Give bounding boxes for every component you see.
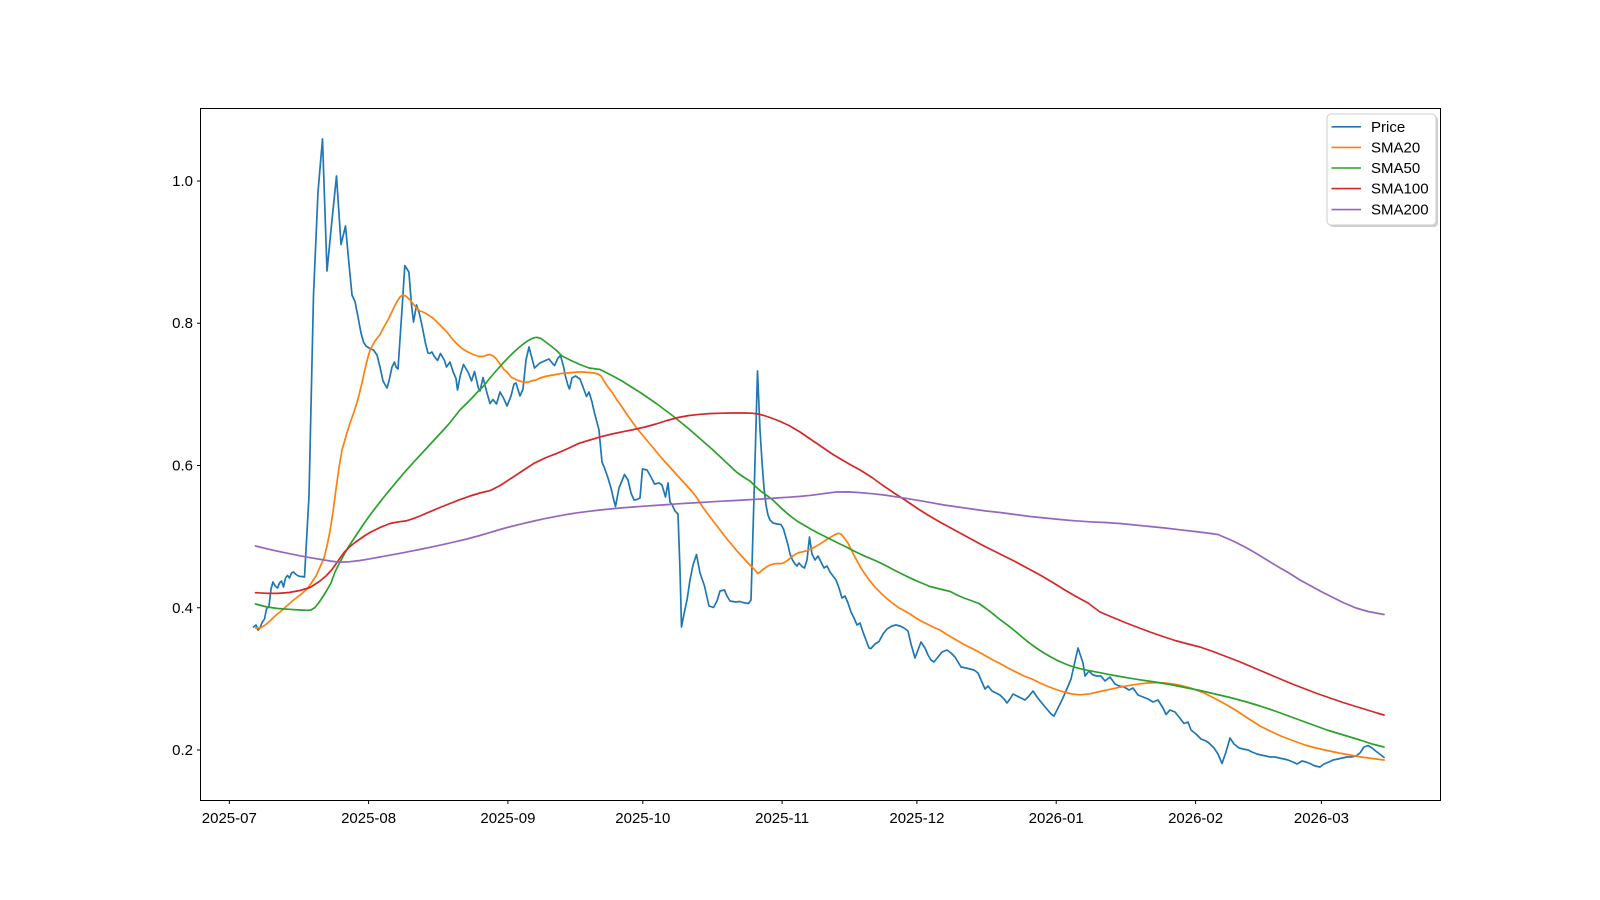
svg-text:2025-07: 2025-07 <box>202 810 257 827</box>
svg-text:Price: Price <box>1371 119 1405 136</box>
svg-text:SMA200: SMA200 <box>1371 202 1429 219</box>
svg-text:2026-03: 2026-03 <box>1294 810 1349 827</box>
svg-text:2026-01: 2026-01 <box>1029 810 1084 827</box>
svg-text:SMA100: SMA100 <box>1371 181 1429 198</box>
svg-text:SMA20: SMA20 <box>1371 139 1420 156</box>
svg-text:1.0: 1.0 <box>172 173 193 190</box>
svg-text:2025-11: 2025-11 <box>755 810 809 827</box>
svg-text:2026-02: 2026-02 <box>1168 810 1223 827</box>
svg-text:2025-08: 2025-08 <box>341 810 396 827</box>
svg-text:0.2: 0.2 <box>172 742 193 759</box>
svg-text:2025-12: 2025-12 <box>889 810 944 827</box>
svg-text:2025-09: 2025-09 <box>480 810 535 827</box>
svg-text:SMA50: SMA50 <box>1371 160 1420 177</box>
svg-text:0.6: 0.6 <box>172 458 193 475</box>
svg-text:2025-10: 2025-10 <box>615 810 670 827</box>
svg-text:0.8: 0.8 <box>172 315 193 332</box>
svg-text:0.4: 0.4 <box>172 600 193 617</box>
